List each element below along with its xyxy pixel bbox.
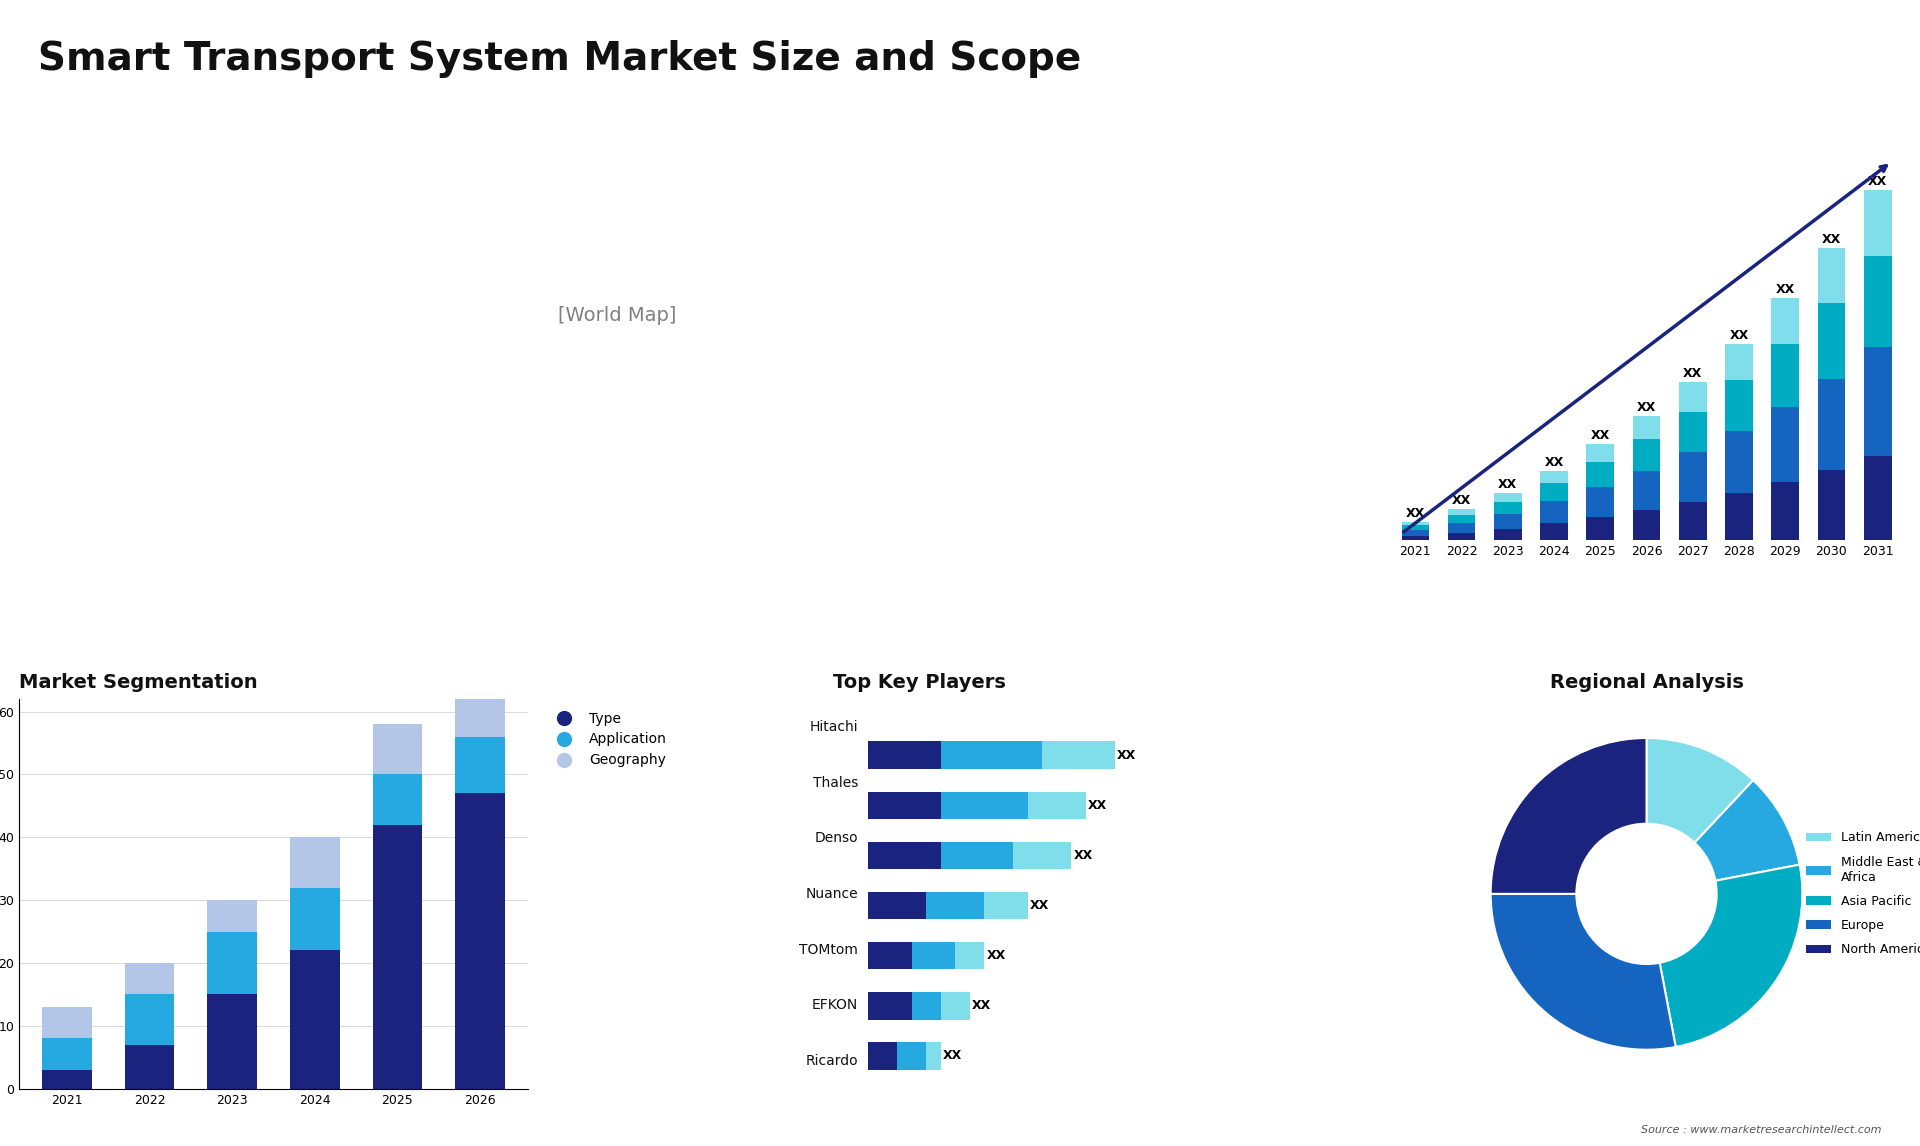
Bar (1864, 257, 1891, 347)
Text: Smart Transport System Market Size and Scope: Smart Transport System Market Size and S… (38, 40, 1081, 78)
Text: XX: XX (1730, 329, 1749, 342)
Bar (1586, 462, 1615, 487)
Bar (42, 1007, 92, 1038)
Wedge shape (1659, 864, 1803, 1047)
Bar (125, 995, 175, 1045)
Wedge shape (1490, 894, 1676, 1050)
Bar (1864, 190, 1891, 257)
Text: XX: XX (1544, 456, 1563, 469)
Bar (1540, 471, 1569, 484)
Text: Top Key Players: Top Key Players (833, 673, 1006, 692)
Bar (1772, 407, 1799, 482)
Text: XX: XX (1868, 174, 1887, 188)
Bar (1540, 484, 1569, 501)
Text: Denso: Denso (814, 831, 858, 846)
Bar (290, 887, 340, 950)
Text: EFKON: EFKON (812, 998, 858, 1012)
Bar (1632, 416, 1661, 439)
Bar (42, 1038, 92, 1070)
Bar (125, 963, 175, 995)
Text: Hitachi: Hitachi (810, 720, 858, 733)
Text: Nuance: Nuance (806, 887, 858, 901)
Bar (1494, 502, 1523, 513)
Bar (1864, 347, 1891, 456)
Bar (1402, 529, 1428, 536)
Bar (1540, 501, 1569, 523)
Bar (1632, 439, 1661, 471)
Bar (1678, 502, 1707, 540)
Bar (207, 900, 257, 932)
Bar (1818, 248, 1845, 304)
Bar (1402, 521, 1428, 525)
Bar (1402, 536, 1428, 540)
Bar (1726, 431, 1753, 493)
Bar (1402, 525, 1428, 529)
Legend: Type, Application, Geography: Type, Application, Geography (545, 706, 672, 772)
Text: TOMtom: TOMtom (799, 942, 858, 957)
Bar (1864, 456, 1891, 540)
Bar (1586, 445, 1615, 462)
Bar (1632, 471, 1661, 510)
Wedge shape (1647, 738, 1753, 842)
Bar (372, 775, 422, 825)
Bar (372, 825, 422, 1089)
Bar (1448, 533, 1475, 540)
Wedge shape (1490, 738, 1647, 894)
Bar (1678, 453, 1707, 502)
Text: XX: XX (1822, 233, 1841, 245)
Legend: Latin America, Middle East &
Africa, Asia Pacific, Europe, North America: Latin America, Middle East & Africa, Asi… (1801, 826, 1920, 961)
Bar (290, 838, 340, 887)
Text: Ricardo: Ricardo (806, 1054, 858, 1068)
Bar (1448, 523, 1475, 533)
Text: Thales: Thales (812, 776, 858, 790)
Text: XX: XX (1452, 494, 1471, 507)
Bar (1448, 509, 1475, 515)
Bar (1678, 411, 1707, 453)
Bar (455, 737, 505, 793)
Text: XX: XX (1638, 401, 1657, 414)
Bar (455, 674, 505, 737)
Bar (1586, 487, 1615, 517)
Bar (1678, 382, 1707, 411)
Bar (290, 950, 340, 1089)
Bar (1772, 344, 1799, 407)
Bar (42, 1070, 92, 1089)
Bar (1494, 493, 1523, 502)
Bar (1726, 344, 1753, 380)
Text: [World Map]: [World Map] (557, 306, 676, 325)
Text: Source : www.marketresearchintellect.com: Source : www.marketresearchintellect.com (1642, 1124, 1882, 1135)
Bar (1726, 493, 1753, 540)
Text: XX: XX (1498, 478, 1517, 490)
Bar (1586, 517, 1615, 540)
Bar (455, 793, 505, 1089)
Bar (1818, 379, 1845, 470)
Bar (1494, 528, 1523, 540)
Text: XX: XX (1684, 367, 1703, 380)
Bar (1818, 304, 1845, 379)
Bar (1540, 523, 1569, 540)
Bar (1772, 482, 1799, 540)
Bar (372, 724, 422, 775)
Text: Market Segmentation: Market Segmentation (19, 673, 257, 692)
Wedge shape (1695, 780, 1799, 881)
Text: XX: XX (1590, 430, 1611, 442)
Bar (1818, 470, 1845, 540)
Bar (1772, 298, 1799, 344)
Text: XX: XX (1405, 507, 1425, 520)
Title: Regional Analysis: Regional Analysis (1549, 673, 1743, 692)
Bar (1494, 513, 1523, 528)
Bar (125, 1045, 175, 1089)
Bar (1726, 380, 1753, 431)
Bar (207, 932, 257, 995)
Bar (1632, 510, 1661, 540)
Text: XX: XX (1776, 283, 1795, 296)
Bar (207, 995, 257, 1089)
Bar (1448, 515, 1475, 523)
